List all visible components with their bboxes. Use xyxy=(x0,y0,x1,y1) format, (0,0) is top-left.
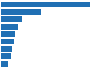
Bar xyxy=(1,39,14,44)
Bar xyxy=(1,46,12,52)
Bar xyxy=(1,9,41,15)
Bar xyxy=(1,16,22,22)
Bar xyxy=(1,31,15,37)
Bar xyxy=(1,53,11,59)
Bar xyxy=(1,61,8,67)
Bar xyxy=(1,1,90,7)
Bar xyxy=(1,24,18,30)
